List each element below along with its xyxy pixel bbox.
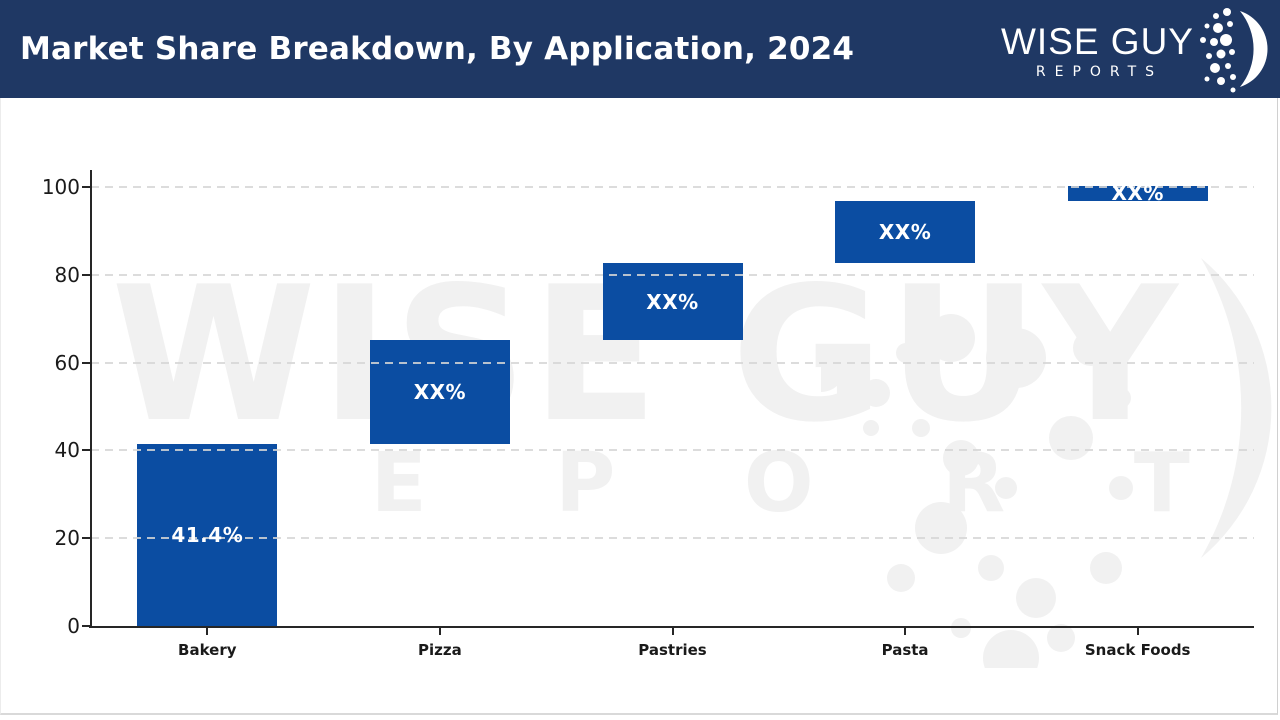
y-axis-line (90, 170, 92, 628)
bar-value-label: XX% (1111, 181, 1164, 206)
y-axis-tick-label: 100 (41, 175, 80, 199)
x-axis-tick (206, 628, 209, 635)
logo-title: WISE GUY (1000, 20, 1194, 62)
x-axis-category-label: Pasta (881, 641, 929, 659)
bar-value-label: XX% (878, 219, 932, 244)
x-axis-category-label: Pizza (418, 641, 462, 659)
y-axis-tick (82, 537, 90, 540)
y-gridline (91, 273, 1254, 276)
y-axis-tick (82, 273, 90, 276)
y-axis-tick (82, 449, 90, 452)
bar-value-label: XX% (646, 289, 699, 314)
y-gridline (91, 361, 1254, 364)
y-axis-tick-label: 60 (54, 350, 80, 375)
x-axis-category-label: Snack Foods (1084, 641, 1191, 659)
y-axis-tick (82, 625, 90, 627)
y-axis-tick (82, 186, 90, 188)
x-axis-tick (671, 628, 674, 635)
brand-logo: WISE GUY REPORTS (1001, 0, 1276, 98)
logo-face-icon (1200, 8, 1268, 93)
header-bar: Market Share Breakdown, By Application, … (0, 0, 1280, 98)
x-axis-tick (438, 628, 441, 635)
y-gridline (91, 186, 1254, 188)
y-axis-tick-label: 40 (54, 438, 80, 463)
x-axis-tick (1136, 628, 1139, 635)
bar-value-label: XX% (413, 380, 467, 405)
bar-pizza (369, 340, 510, 445)
y-axis-tick-label: 0 (67, 614, 80, 638)
y-gridline (91, 537, 1254, 540)
y-axis-tick-label: 20 (54, 526, 80, 551)
bar-pasta (835, 200, 976, 263)
watermark-subtitle: R E P O R T S (179, 436, 1277, 531)
x-axis-tick (904, 628, 907, 635)
y-axis-tick-label: 80 (54, 262, 80, 287)
bar-bakery (137, 444, 278, 626)
logo-wordmark: WISE GUY REPORTS (1001, 21, 1194, 80)
x-axis-line (89, 626, 1254, 628)
y-gridline (91, 449, 1254, 452)
y-axis-tick (82, 361, 90, 364)
x-axis-category-label: Bakery (178, 641, 237, 659)
x-axis-category-label: Pastries (638, 641, 707, 659)
watermark-face-icon (821, 258, 1272, 668)
chart-stage: WISE GUY R E P O R T S 02040608010041.4%… (0, 98, 1278, 715)
chart-title: Market Share Breakdown, By Application, … (20, 31, 855, 67)
bar-snack-foods (1067, 185, 1208, 201)
logo-subtitle: REPORTS (1035, 63, 1164, 80)
bar-pastries (602, 262, 743, 341)
bar-value-label: 41.4% (171, 523, 244, 548)
